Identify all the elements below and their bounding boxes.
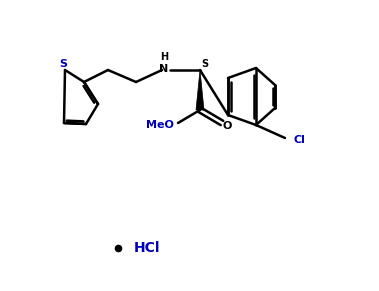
Polygon shape — [196, 70, 204, 110]
Text: MeO: MeO — [146, 120, 174, 130]
Text: O: O — [222, 121, 232, 131]
Text: Cl: Cl — [293, 135, 305, 145]
Text: S: S — [201, 59, 208, 69]
Text: N: N — [160, 64, 169, 74]
Text: HCl: HCl — [134, 241, 160, 255]
Text: H: H — [160, 52, 168, 62]
Text: S: S — [59, 59, 67, 69]
